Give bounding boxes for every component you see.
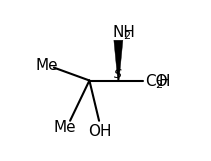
Text: OH: OH (88, 124, 112, 139)
Text: NH: NH (113, 25, 136, 40)
Text: 2: 2 (123, 31, 130, 41)
Text: H: H (159, 74, 170, 89)
Text: CO: CO (145, 74, 168, 89)
Text: 2: 2 (156, 80, 162, 90)
Text: Me: Me (53, 120, 76, 135)
Text: Me: Me (35, 58, 58, 73)
Polygon shape (114, 40, 123, 80)
Text: S: S (114, 68, 122, 81)
